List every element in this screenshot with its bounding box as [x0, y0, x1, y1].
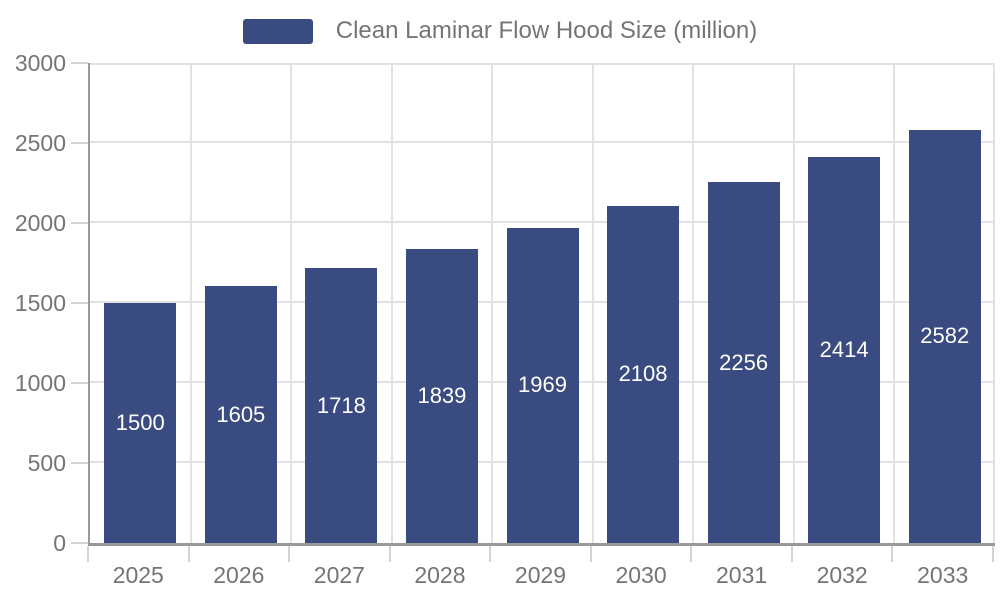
- bar-value-label: 2256: [719, 349, 769, 375]
- y-axis-tick: [71, 462, 88, 464]
- x-axis-label-2026: 2026: [213, 562, 265, 588]
- y-axis-tick: [71, 222, 88, 224]
- bar-value-label: 1500: [115, 410, 165, 435]
- y-axis-tick: [71, 142, 88, 144]
- x-axis-label-2025: 2025: [112, 562, 164, 588]
- bar-value-label: 2582: [920, 323, 970, 349]
- y-axis-label: 500: [27, 450, 66, 476]
- gridline-vertical: [391, 63, 393, 543]
- gridline-vertical: [692, 63, 694, 543]
- x-axis-tick: [992, 546, 994, 562]
- x-axis-tick: [690, 546, 692, 562]
- x-axis-label-2031: 2031: [716, 562, 768, 588]
- y-axis-tick: [71, 302, 88, 304]
- gridline-horizontal: [90, 63, 995, 65]
- gridline-vertical: [793, 63, 795, 543]
- bar-value-label: 1718: [316, 392, 366, 418]
- bar-value-label: 1969: [518, 372, 567, 398]
- y-axis-label: 2500: [14, 130, 66, 156]
- x-axis-label-2030: 2030: [615, 562, 667, 588]
- bar-2031[interactable]: 2256: [707, 182, 780, 543]
- bar-value-label: 1605: [216, 401, 266, 427]
- x-axis-tick: [188, 546, 190, 562]
- bar-2032[interactable]: 2414: [808, 156, 881, 543]
- x-axis-tick: [87, 546, 89, 562]
- x-axis-label-2032: 2032: [816, 562, 868, 588]
- x-axis-tick: [288, 546, 290, 562]
- y-axis-label: 1500: [14, 290, 66, 316]
- x-axis-tick: [791, 546, 793, 562]
- y-axis-tick: [71, 542, 88, 544]
- bar-2025[interactable]: 1500: [104, 303, 177, 543]
- gridline-vertical: [893, 63, 895, 543]
- x-axis-tick: [590, 546, 592, 562]
- x-axis-label-2027: 2027: [313, 562, 365, 588]
- legend-swatch-icon: [242, 18, 313, 44]
- gridline-vertical: [190, 63, 192, 543]
- x-axis-label-2029: 2029: [514, 562, 567, 588]
- bar-2028[interactable]: 1839: [405, 248, 478, 543]
- x-axis-tick: [389, 546, 391, 562]
- legend-label: Clean Laminar Flow Hood Size (million): [335, 17, 758, 44]
- bar-2029[interactable]: 1969: [506, 227, 579, 543]
- bar-2026[interactable]: 1605: [204, 286, 277, 543]
- bar-2027[interactable]: 1718: [305, 268, 378, 543]
- bar-value-label: 2108: [618, 361, 668, 387]
- y-axis-tick: [71, 62, 88, 64]
- legend[interactable]: Clean Laminar Flow Hood Size (million): [0, 17, 1000, 45]
- x-axis-label-2033: 2033: [917, 562, 969, 588]
- y-axis-label: 1000: [14, 370, 66, 396]
- gridline-vertical: [993, 63, 995, 543]
- gridline-horizontal: [90, 221, 995, 223]
- y-axis-label: 0: [53, 530, 66, 556]
- x-axis-tick: [489, 546, 491, 562]
- bar-2030[interactable]: 2108: [607, 205, 680, 543]
- y-axis-label: 3000: [14, 50, 66, 76]
- bar-value-label: 1839: [417, 382, 467, 408]
- plot-area: 1500 1605 1718 1839 1969 2108 2256 2414 2582: [88, 63, 995, 546]
- gridline-vertical: [290, 63, 292, 543]
- y-axis-label: 2000: [14, 210, 66, 236]
- gridline-vertical: [592, 63, 594, 543]
- y-axis-tick: [71, 382, 88, 384]
- gridline-vertical: [491, 63, 493, 543]
- gridline-horizontal: [90, 141, 995, 143]
- bar-2033[interactable]: 2582: [908, 129, 981, 543]
- bar-value-label: 2414: [819, 336, 869, 362]
- x-axis-label-2028: 2028: [414, 562, 466, 588]
- x-axis-tick: [891, 546, 893, 562]
